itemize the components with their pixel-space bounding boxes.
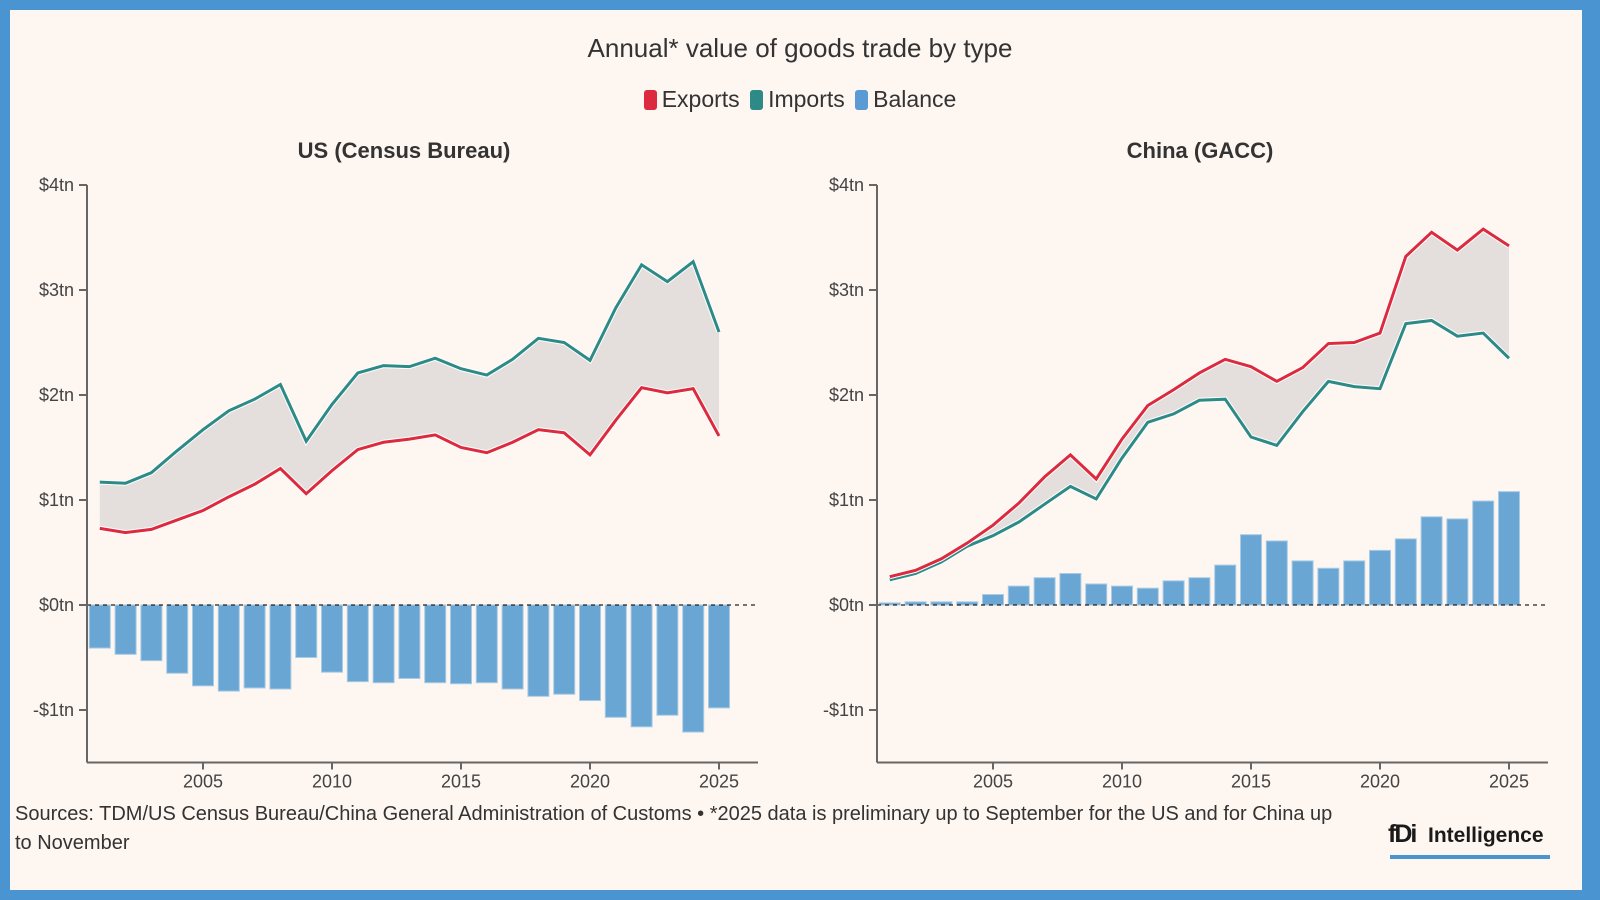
exports-swatch [643,89,657,110]
balance-bar-2024 [682,604,705,733]
balance-bar-2023 [656,604,679,716]
y-tick-label: $3tn [39,280,74,300]
y-tick-label: -$1tn [33,700,74,720]
y-tick-label: $0tn [829,595,864,615]
imports-line [99,259,721,485]
balance-bar-2007 [243,604,266,689]
x-tick-label: 2020 [1360,772,1400,792]
logo-mark: fDi [1388,820,1417,848]
china-chart: $4tn $3tn $2tn $1tn $0tn -$1tn 2005 2010 2015 202… [823,175,1548,792]
legend-item-balance: Balance [855,86,956,113]
y-tick-label: $1tn [39,490,74,510]
y-tick-label: $4tn [39,175,74,195]
balance-bar-2011 [1136,587,1159,606]
balance-bar-2011 [346,604,369,683]
x-tick-label: 2025 [1489,772,1529,792]
balance-bar-2007 [1033,577,1056,606]
balance-bar-2020 [579,604,601,702]
balance-bar-2009 [1085,583,1108,606]
chart-title: Annual* value of goods trade by type [587,33,1013,63]
y-tick-label: $1tn [829,490,864,510]
balance-bar-2025 [1498,491,1520,606]
balance-bar-2006 [217,604,240,692]
legend-item-imports: Imports [750,86,845,113]
y-tick-label: -$1tn [823,700,864,720]
balance-bar-2010 [1111,585,1133,606]
balance-bar-2021 [1394,538,1417,606]
footer-sources: Sources: TDM/US Census Bureau/China Gene… [15,803,1333,854]
us-chart: $4tn $3tn $2tn $1tn $0tn -$1tn 2005 2010 2015 202… [33,175,758,792]
balance-bar-2016 [1265,540,1288,606]
balance-bar-2016 [475,604,498,684]
balance-bar-2020 [1369,549,1391,606]
balance-bar-2015 [1240,534,1262,606]
y-tick-label: $2tn [39,385,74,405]
imports-line [889,318,1511,582]
exports-line [99,385,721,535]
exports-line [889,227,1510,579]
logo-underline [1390,855,1550,859]
x-tick-label: 2015 [1231,772,1271,792]
balance-bar-2017 [1291,560,1314,606]
balance-bar-2008 [1059,573,1082,606]
legend-label: Balance [873,86,957,112]
balance-bar-2001 [878,602,901,606]
balance-bar-2002 [904,601,927,606]
fdi-intelligence-logo: fDi Intelligence [1388,820,1550,862]
balance-bar-2013 [1188,577,1211,606]
balance-bar-2012 [1162,580,1185,606]
balance-bar-2014 [424,604,447,684]
balance-bar-2018 [1317,567,1340,606]
imports-swatch [750,89,764,110]
x-tick-label: 2015 [441,772,481,792]
china-panel-title: China (GACC) [1126,138,1274,163]
x-tick-label: 2020 [570,772,610,792]
balance-bar-2019 [553,604,576,695]
balance-bar-2022 [1420,516,1443,606]
y-tick-label: $2tn [829,385,864,405]
balance-bar-2002 [114,604,137,655]
balance-swatch [855,89,869,110]
x-tick-label: 2010 [312,772,352,792]
balance-bar-2001 [88,604,111,649]
balance-bar-2024 [1472,500,1495,606]
balance-bar-2014 [1214,564,1237,606]
us-panel-title: US (Census Bureau) [297,138,511,163]
x-tick-label: 2005 [183,772,223,792]
balance-bar-2015 [450,604,472,685]
x-tick-label: 2010 [1102,772,1142,792]
legend-label: Imports [768,86,845,112]
x-tick-label: 2025 [699,772,739,792]
x-tick-label: 2005 [973,772,1013,792]
balance-bar-2010 [321,604,343,673]
gap-band [99,261,720,533]
balance-bar-2005 [982,594,1004,606]
y-tick-label: $0tn [39,595,74,615]
y-tick-label: $4tn [829,175,864,195]
legend-item-exports: Exports [643,86,740,113]
legend: Exports Imports Balance [0,86,1600,116]
balance-bar-2023 [1446,518,1469,606]
gap-band [889,229,1509,580]
balance-bar-2006 [1007,585,1030,606]
balance-bar-2019 [1343,560,1366,606]
logo-text: Intelligence [1428,824,1544,847]
legend-label: Exports [661,86,740,112]
y-tick-label: $3tn [829,280,864,300]
